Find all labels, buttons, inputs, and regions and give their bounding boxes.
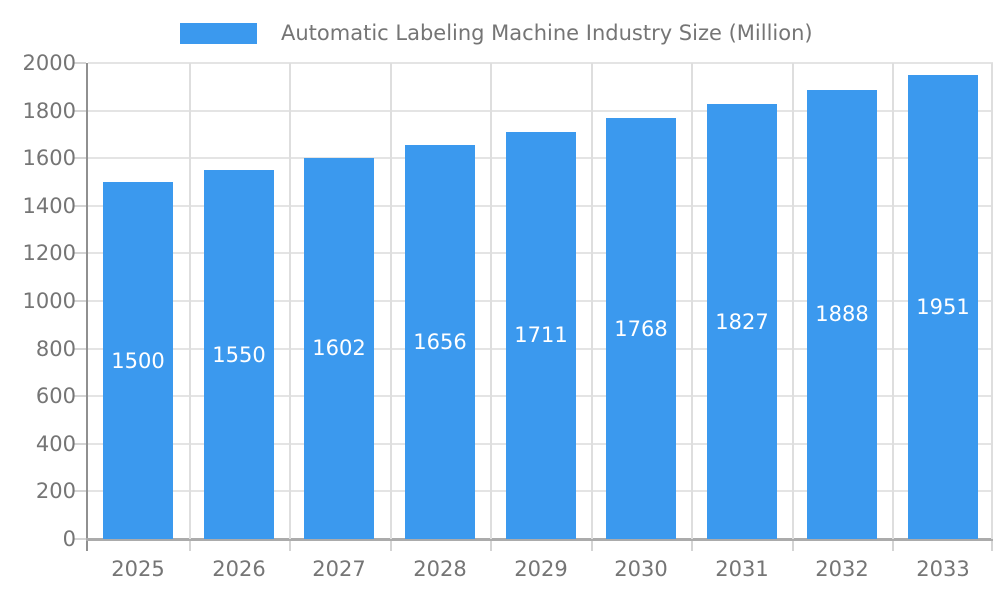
bar-value-label: 1768 xyxy=(614,316,668,341)
bar: 1711 xyxy=(506,131,576,539)
y-tick-label: 1000 xyxy=(22,289,76,313)
y-tick-label: 0 xyxy=(62,527,76,551)
y-axis-tick xyxy=(73,443,86,445)
x-tick-label: 2026 xyxy=(212,557,266,581)
x-tick-label: 2031 xyxy=(715,557,769,581)
gridline-v xyxy=(991,63,993,539)
x-tick-label: 2025 xyxy=(111,557,165,581)
bar: 1656 xyxy=(405,144,475,539)
y-tick-label: 1400 xyxy=(22,194,76,218)
bar-value-label: 1827 xyxy=(715,309,769,334)
y-tick-label: 1200 xyxy=(22,241,76,265)
bar: 1827 xyxy=(707,104,777,539)
y-axis-tick xyxy=(73,252,86,254)
bar-value-label: 1951 xyxy=(916,294,970,319)
y-axis-tick xyxy=(73,157,86,159)
x-axis-tick xyxy=(289,541,291,551)
bar: 1951 xyxy=(908,74,978,539)
bar-value-label: 1602 xyxy=(312,336,366,361)
x-axis-tick xyxy=(189,541,191,551)
bar: 1602 xyxy=(304,157,374,539)
x-tick-label: 2027 xyxy=(312,557,366,581)
x-tick-label: 2028 xyxy=(413,557,467,581)
y-tick-label: 2000 xyxy=(22,51,76,75)
y-tick-label: 1800 xyxy=(22,99,76,123)
x-axis-tick xyxy=(591,541,593,551)
y-axis-tick xyxy=(73,538,86,540)
legend-swatch xyxy=(180,23,257,44)
y-axis-line xyxy=(86,63,88,549)
x-axis-tick xyxy=(892,541,894,551)
y-axis-tick xyxy=(73,490,86,492)
gridline-v xyxy=(189,63,191,539)
bar-value-label: 1888 xyxy=(815,302,869,327)
bar-value-label: 1711 xyxy=(514,323,568,348)
bar: 1500 xyxy=(103,182,173,539)
y-axis-tick xyxy=(73,348,86,350)
y-axis-tick xyxy=(73,110,86,112)
bar: 1888 xyxy=(807,89,877,539)
x-axis-tick xyxy=(792,541,794,551)
gridline-v xyxy=(289,63,291,539)
gridline-v xyxy=(892,63,894,539)
legend-label: Automatic Labeling Machine Industry Size… xyxy=(281,21,813,45)
y-axis-tick xyxy=(73,62,86,64)
gridline-h xyxy=(88,110,993,112)
gridline-v xyxy=(691,63,693,539)
y-axis-tick xyxy=(73,205,86,207)
y-tick-label: 200 xyxy=(35,479,76,503)
y-tick-label: 800 xyxy=(35,337,76,361)
x-axis-tick xyxy=(86,541,88,551)
x-tick-label: 2030 xyxy=(614,557,668,581)
x-axis-tick xyxy=(490,541,492,551)
bar: 1550 xyxy=(204,170,274,539)
bar-value-label: 1656 xyxy=(413,329,467,354)
gridline-v xyxy=(390,63,392,539)
y-tick-label: 600 xyxy=(35,384,76,408)
plot-area: 0 200 400 600 800 1000 1200 1400 1600 1800 2000 150… xyxy=(23,53,993,581)
gridline-v xyxy=(792,63,794,539)
bar: 1768 xyxy=(606,118,676,539)
x-tick-label: 2032 xyxy=(815,557,869,581)
bar-value-label: 1500 xyxy=(111,348,165,373)
x-axis-tick xyxy=(691,541,693,551)
y-axis-tick xyxy=(73,300,86,302)
gridline-v xyxy=(591,63,593,539)
x-axis-tick xyxy=(390,541,392,551)
x-tick-label: 2033 xyxy=(916,557,970,581)
x-axis-tick xyxy=(991,541,993,551)
gridline-v xyxy=(490,63,492,539)
x-axis-line xyxy=(86,538,993,541)
x-tick-label: 2029 xyxy=(514,557,568,581)
bar-value-label: 1550 xyxy=(212,342,266,367)
gridline-h xyxy=(88,62,993,64)
y-tick-label: 1600 xyxy=(22,146,76,170)
y-axis-tick xyxy=(73,395,86,397)
legend: Automatic Labeling Machine Industry Size… xyxy=(0,0,1000,56)
y-tick-label: 400 xyxy=(35,432,76,456)
